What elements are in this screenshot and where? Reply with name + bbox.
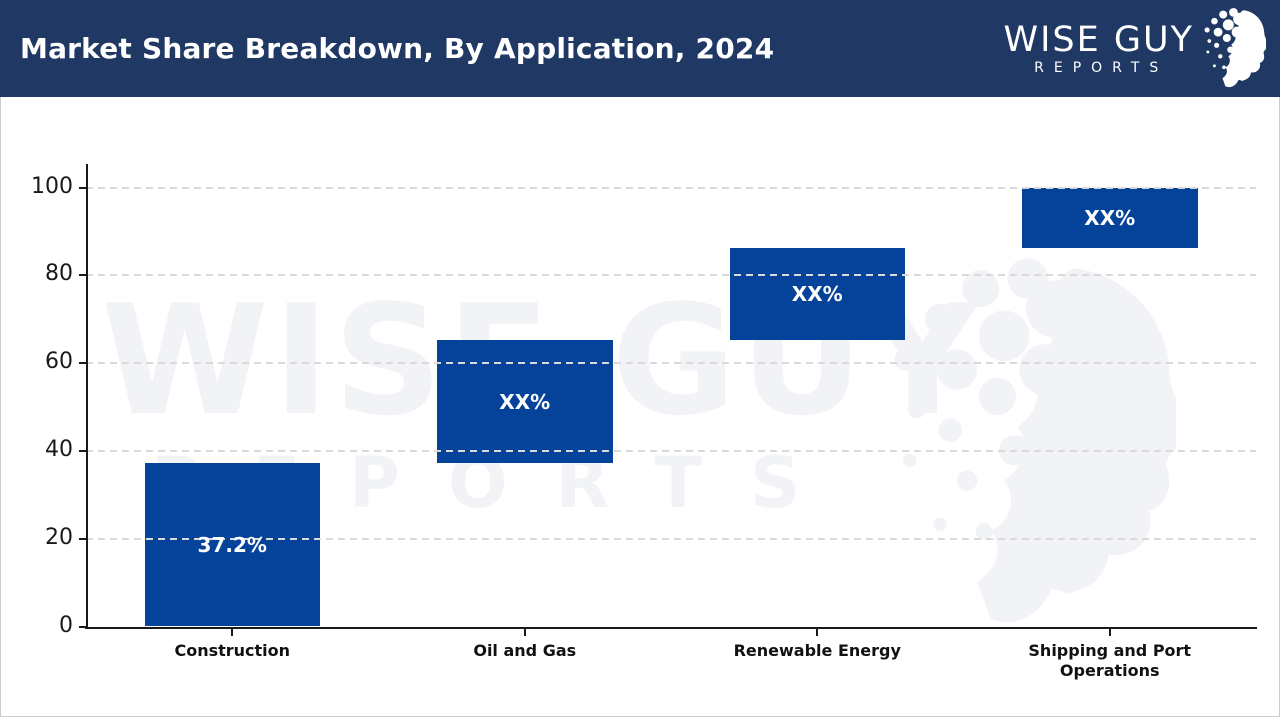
brand-logo-text: WISE GUY REPORTS: [1003, 19, 1194, 76]
y-axis-tick-label: 100: [31, 173, 73, 199]
bar-value-label: 37.2%: [197, 532, 267, 557]
x-axis-line: [85, 626, 1257, 629]
y-axis-tick-label: 20: [45, 524, 73, 550]
gridline-60: [86, 362, 1256, 365]
x-axis-category-label: Renewable Energy: [733, 640, 901, 660]
x-axis-category-label: Oil and Gas: [473, 640, 577, 660]
y-axis-tick: [79, 625, 86, 628]
bar-oil-and-gas: [437, 340, 613, 464]
x-axis-tick: [816, 628, 819, 636]
x-axis-category-label: Construction: [174, 640, 291, 660]
y-axis-tick: [79, 537, 86, 540]
y-axis-line: [86, 164, 88, 629]
bar-value-label: XX%: [1084, 205, 1136, 230]
y-axis-tick-label: 40: [45, 436, 73, 462]
bar-value-label: XX%: [791, 281, 843, 306]
gridline-80: [86, 274, 1256, 277]
gridline-40: [86, 449, 1256, 452]
x-axis-tick: [231, 628, 234, 636]
y-axis-tick-label: 60: [45, 349, 73, 375]
y-axis-tick: [79, 186, 86, 189]
x-axis-tick: [1108, 628, 1111, 636]
brand-name: WISE GUY: [1003, 19, 1194, 60]
page-title: Market Share Breakdown, By Application, …: [20, 32, 775, 65]
bar-shipping-and-port-operations: [1022, 187, 1198, 248]
gridline-20: [86, 537, 1256, 540]
watermark-head-icon: [894, 258, 1176, 623]
brand-logo: WISE GUY REPORTS: [1003, 7, 1280, 90]
x-axis-category-label: Shipping and Port Operations: [1028, 640, 1192, 681]
y-axis-tick: [79, 449, 86, 452]
y-axis-tick-label: 80: [45, 261, 73, 287]
gridline-100: [86, 186, 1256, 189]
brand-subtitle: REPORTS: [1034, 59, 1169, 76]
bar-construction: [144, 463, 320, 627]
x-axis-tick: [523, 628, 526, 636]
y-axis-tick-label: 0: [59, 612, 73, 638]
brand-head-icon: [1204, 7, 1266, 87]
header-bar: Market Share Breakdown, By Application, …: [0, 0, 1280, 97]
y-axis-tick: [79, 274, 86, 277]
bar-value-label: XX%: [499, 389, 551, 414]
bar-renewable-energy: [729, 247, 905, 341]
chart-area: WISE GUY REPORTS 37.2% XX% XX% XX% 0 20 40 60 80…: [0, 97, 1280, 717]
y-axis-tick: [79, 362, 86, 365]
